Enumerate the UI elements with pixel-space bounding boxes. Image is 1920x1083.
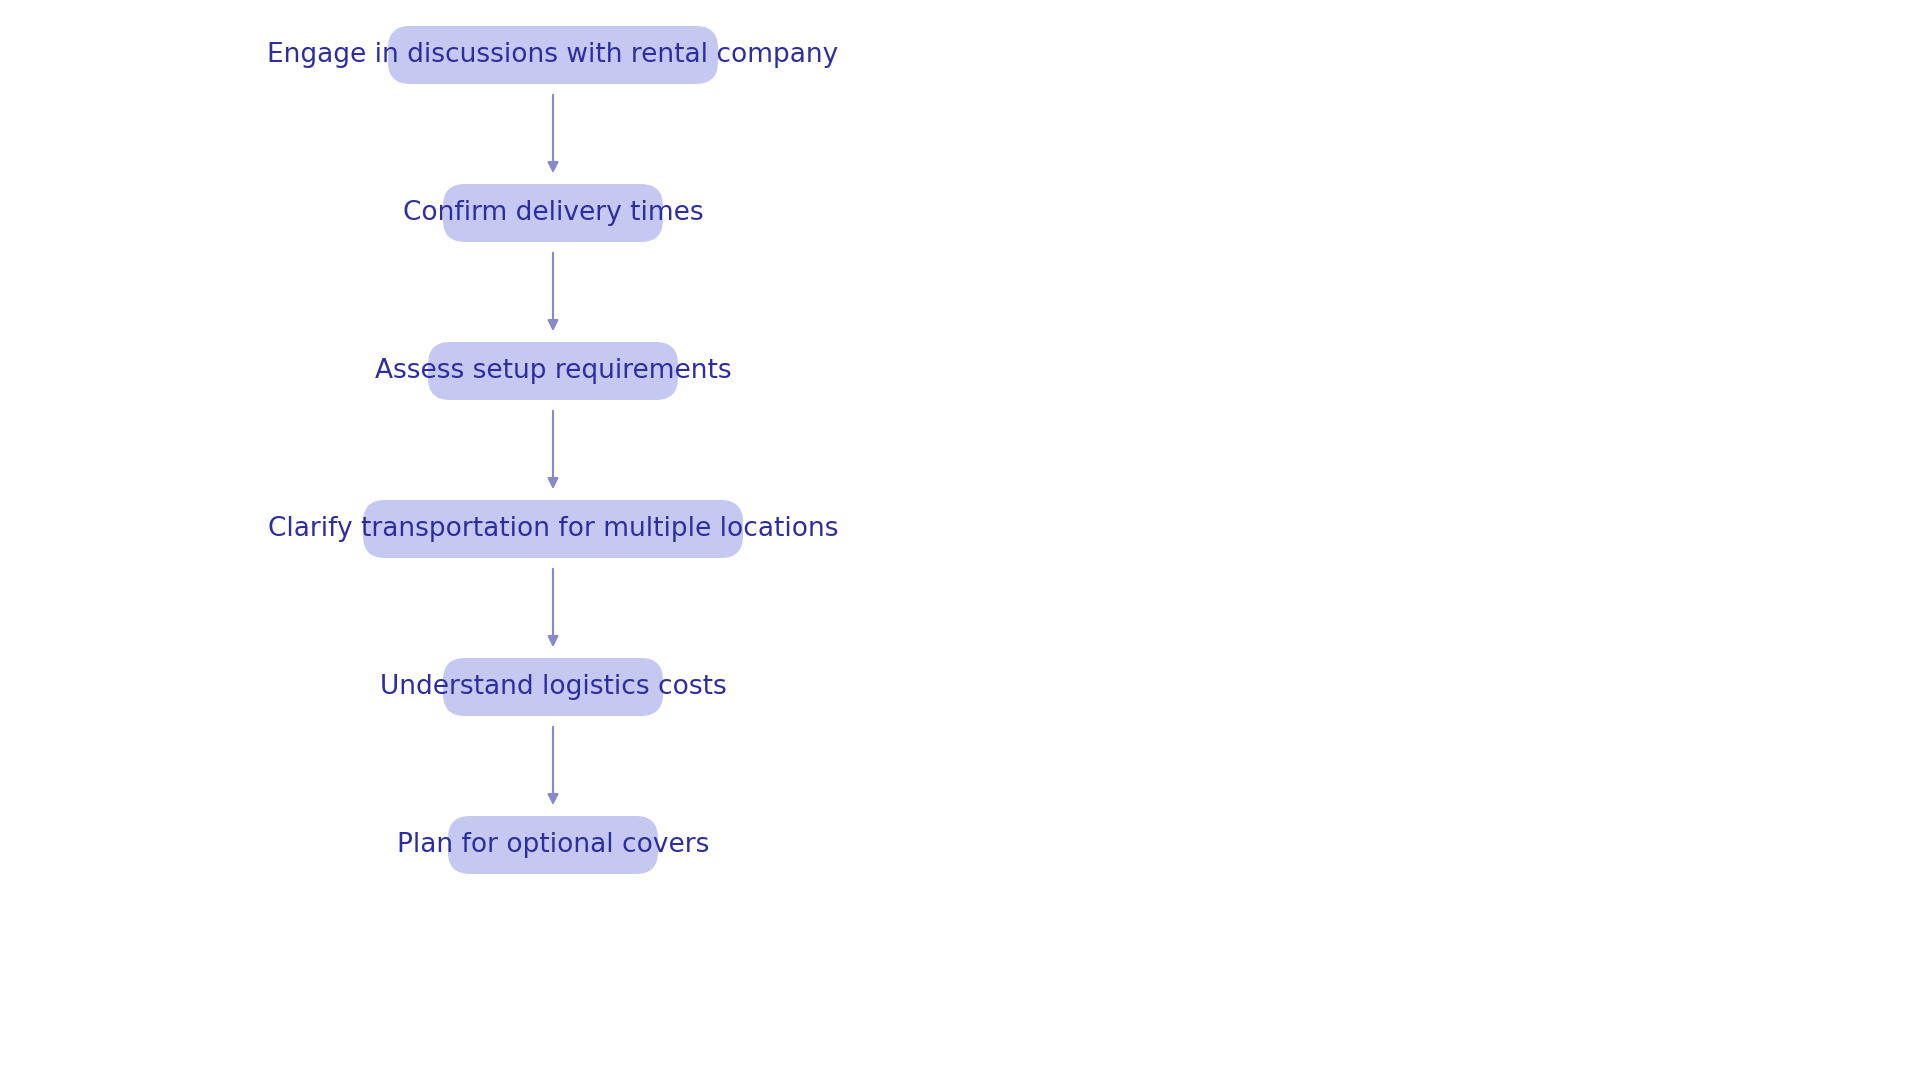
FancyBboxPatch shape [447, 815, 659, 874]
FancyBboxPatch shape [363, 500, 743, 558]
Text: Understand logistics costs: Understand logistics costs [380, 674, 726, 700]
Text: Plan for optional covers: Plan for optional covers [397, 832, 708, 858]
Text: Confirm delivery times: Confirm delivery times [403, 200, 703, 226]
FancyBboxPatch shape [428, 342, 678, 400]
Text: Assess setup requirements: Assess setup requirements [374, 358, 732, 384]
FancyBboxPatch shape [388, 26, 718, 84]
FancyBboxPatch shape [444, 184, 662, 242]
Text: Engage in discussions with rental company: Engage in discussions with rental compan… [267, 42, 839, 68]
FancyBboxPatch shape [444, 658, 662, 716]
Text: Clarify transportation for multiple locations: Clarify transportation for multiple loca… [267, 516, 839, 542]
